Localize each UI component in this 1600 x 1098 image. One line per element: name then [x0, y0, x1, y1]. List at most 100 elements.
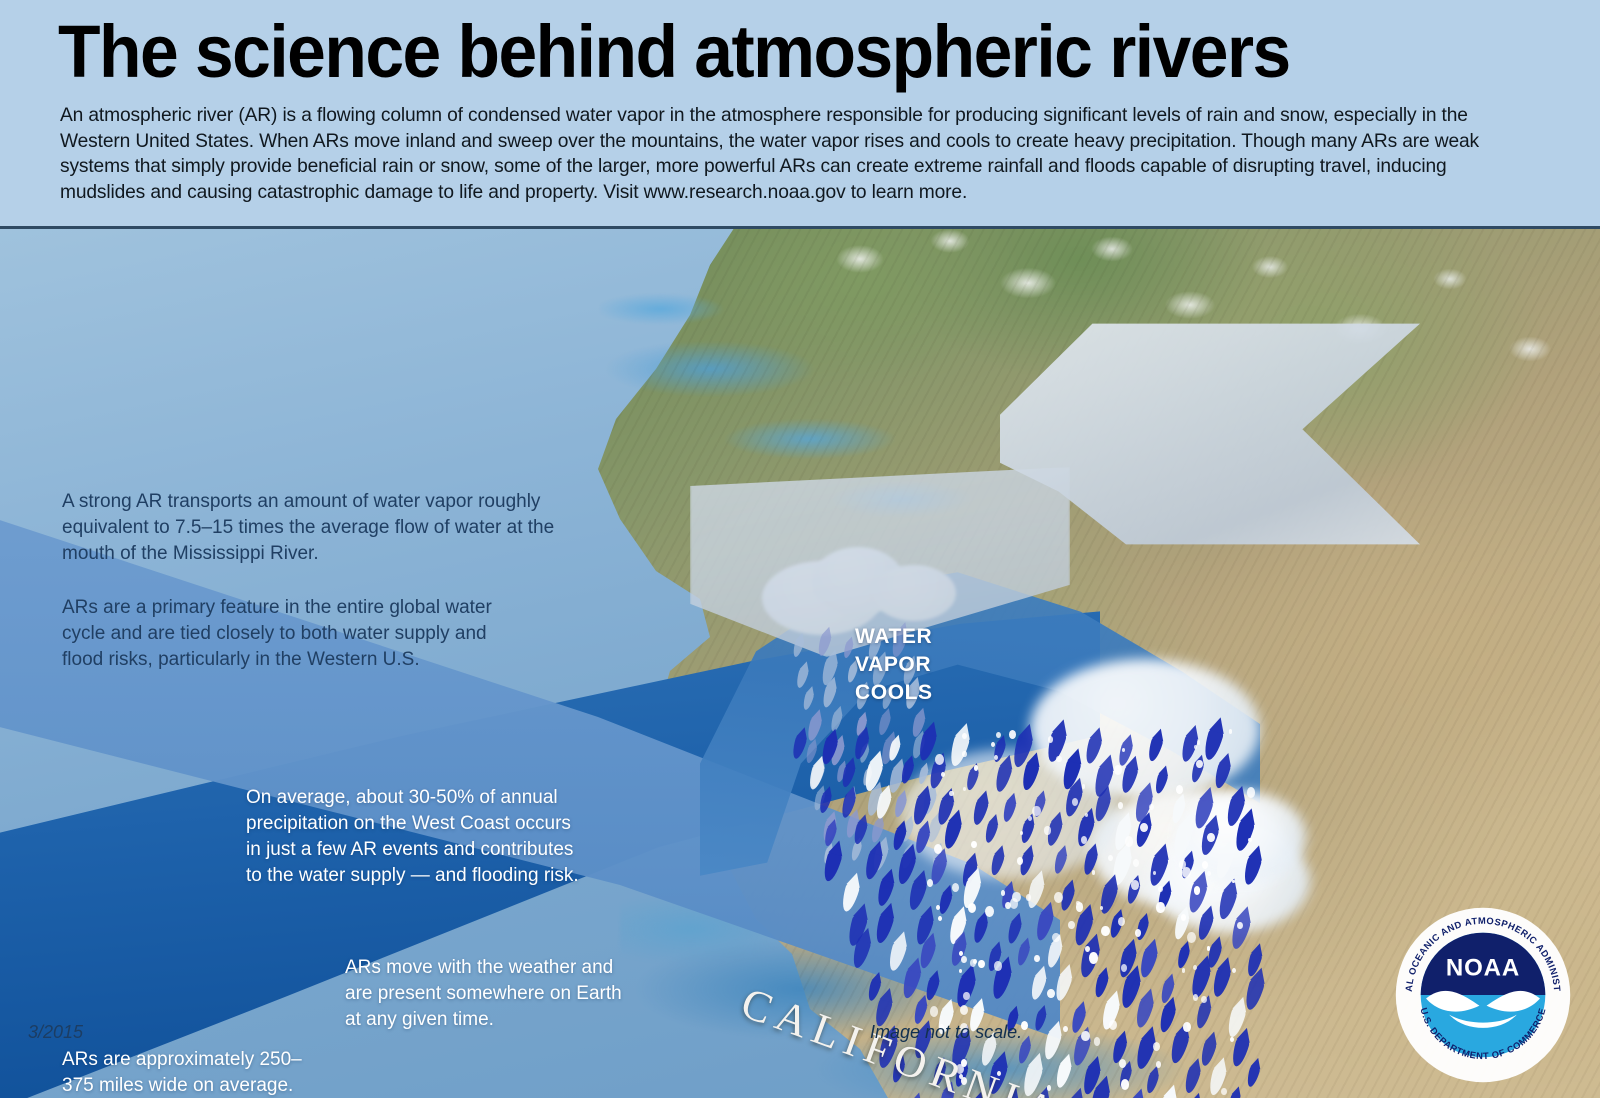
snow-fleck-icon: [1193, 886, 1201, 895]
snow-fleck-icon: [949, 790, 954, 797]
snow-fleck-icon: [1192, 964, 1197, 970]
snow-fleck-icon: [1139, 822, 1148, 833]
snow-fleck-icon: [1152, 1041, 1161, 1052]
callout-ar-width: ARs are approximately 250–375 miles wide…: [62, 1049, 302, 1096]
snow-fleck-icon: [1056, 755, 1062, 763]
snow-fleck-icon: [973, 765, 979, 772]
snow-fleck-icon: [1033, 954, 1040, 962]
snow-fleck-icon: [955, 1064, 964, 1075]
snow-fleck-icon: [959, 1005, 969, 1016]
snow-fleck-icon: [962, 751, 967, 757]
snow-fleck-icon: [961, 733, 967, 740]
snow-fleck-icon: [1012, 891, 1021, 903]
snow-fleck-icon: [1080, 836, 1088, 845]
snow-fleck-icon: [1196, 759, 1204, 769]
snow-fleck-icon: [996, 731, 1001, 738]
snow-fleck-icon: [1009, 898, 1018, 909]
snow-fleck-icon: [1180, 914, 1186, 921]
snow-fleck-icon: [1201, 995, 1208, 1003]
snow-fleck-icon: [1001, 890, 1006, 896]
snow-fleck-icon: [1028, 815, 1033, 821]
snow-fleck-icon: [1117, 802, 1123, 809]
snow-fleck-icon: [1032, 805, 1041, 817]
snow-fleck-icon: [1118, 1059, 1126, 1069]
snow-fleck-icon: [1175, 785, 1183, 794]
snow-fleck-icon: [1131, 880, 1139, 890]
callout-annual-precipitation: On average, about 30-50% of annual preci…: [246, 787, 579, 886]
snow-fleck-icon: [951, 882, 960, 893]
snow-fleck-icon: [1084, 946, 1090, 953]
label-line-1: WATER: [855, 625, 933, 648]
callout-water-vapor-volume: A strong AR transports an amount of wate…: [62, 491, 555, 564]
snow-fleck-icon: [1025, 894, 1032, 902]
snow-fleck-icon: [1068, 920, 1075, 930]
snow-fleck-icon: [935, 904, 940, 910]
snow-fleck-icon: [1109, 1020, 1118, 1031]
snow-fleck-icon: [1157, 885, 1163, 892]
snow-fleck-icon: [929, 1006, 939, 1017]
snow-fleck-icon: [1091, 870, 1096, 876]
snow-fleck-icon: [1236, 922, 1243, 930]
snow-fleck-icon: [961, 955, 968, 964]
snow-fleck-icon: [1248, 838, 1252, 843]
snow-fleck-icon: [1206, 946, 1211, 951]
snow-fleck-icon: [1207, 833, 1215, 843]
snow-fleck-icon: [1054, 891, 1064, 903]
snow-fleck-icon: [1194, 745, 1198, 750]
snow-fleck-icon: [1084, 813, 1088, 818]
snow-fleck-icon: [996, 1070, 1002, 1076]
header-banner: The science behind atmospheric rivers An…: [0, 0, 1600, 229]
snow-fleck-icon: [1228, 729, 1233, 734]
snow-fleck-icon: [1120, 964, 1128, 973]
snow-fleck-icon: [1246, 787, 1256, 799]
page-title: The science behind atmospheric rivers: [58, 10, 1291, 93]
noaa-acronym: NOAA: [1446, 954, 1520, 981]
snow-fleck-icon: [1182, 866, 1192, 878]
snow-fleck-icon: [1114, 764, 1123, 776]
snow-fleck-icon: [1196, 740, 1201, 745]
callout-move-with-weather: ARs move with the weather and are presen…: [345, 957, 622, 1030]
noaa-logo: NOAA NATIONAL OCEANIC AND ATMOSPHERIC AD…: [1390, 898, 1572, 1084]
snow-fleck-icon: [960, 1023, 968, 1033]
snow-fleck-icon: [993, 754, 998, 760]
snow-fleck-icon: [1047, 736, 1054, 744]
page-subtitle: An atmospheric river (AR) is a flowing c…: [60, 104, 1479, 203]
snow-fleck-icon: [1100, 906, 1104, 910]
snow-fleck-icon: [1093, 1037, 1101, 1046]
snow-fleck-icon: [1231, 968, 1237, 974]
snow-fleck-icon: [1181, 968, 1186, 973]
label-line-3: COOLS: [855, 681, 933, 704]
snow-fleck-icon: [1081, 784, 1086, 789]
noaa-seal-icon: NOAA NATIONAL OCEANIC AND ATMOSPHERIC AD…: [1390, 898, 1571, 1083]
snow-fleck-icon: [1019, 830, 1023, 835]
snow-fleck-icon: [934, 843, 943, 854]
callout-global-water-cycle: ARs are a primary feature in the entire …: [62, 597, 492, 670]
snow-fleck-icon: [961, 1077, 968, 1085]
snow-fleck-icon: [1008, 729, 1017, 740]
publication-date: 3/2015: [28, 1022, 84, 1042]
snow-fleck-icon: [1152, 871, 1156, 876]
snow-fleck-icon: [1117, 916, 1126, 927]
snow-fleck-icon: [1231, 879, 1235, 884]
snow-fleck-icon: [1148, 804, 1154, 811]
scale-disclaimer: Image not to scale.: [870, 1022, 1023, 1042]
snow-fleck-icon: [1088, 952, 1098, 964]
snow-fleck-icon: [935, 753, 944, 765]
snow-fleck-icon: [959, 1073, 964, 1079]
snow-fleck-icon: [990, 741, 995, 748]
snow-fleck-icon: [1075, 902, 1084, 912]
snow-fleck-icon: [1005, 901, 1012, 910]
snow-fleck-icon: [1202, 861, 1209, 869]
snow-fleck-icon: [1124, 836, 1134, 848]
snow-fleck-icon: [1047, 988, 1055, 998]
snow-fleck-icon: [1081, 1031, 1090, 1042]
snow-fleck-icon: [1120, 1078, 1130, 1090]
snow-fleck-icon: [1156, 1061, 1162, 1068]
snow-fleck-icon: [1016, 857, 1023, 865]
illustration-scene: WATER VAPOR COOLS CALIFORNIA A strong AR…: [0, 229, 1600, 1098]
snow-fleck-icon: [1052, 932, 1060, 943]
snow-fleck-icon: [1187, 932, 1197, 944]
snow-fleck-icon: [1071, 797, 1079, 807]
snow-fleck-icon: [1156, 902, 1165, 913]
